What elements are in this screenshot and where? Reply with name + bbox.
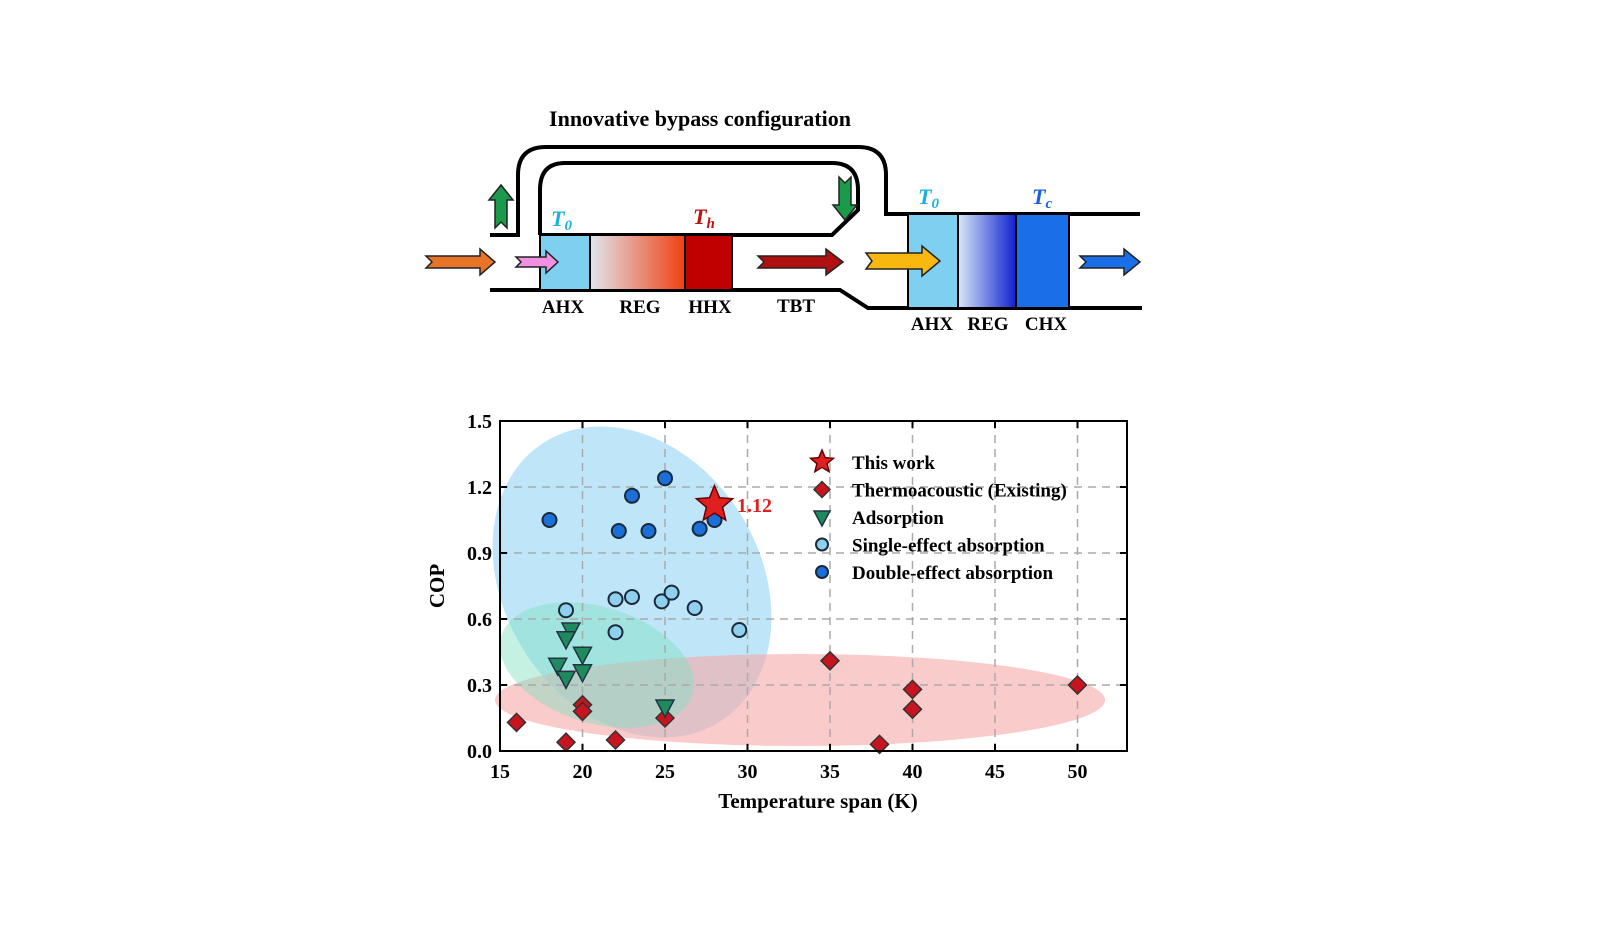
y-axis-label: COP: [425, 564, 449, 609]
data-point-circle: [624, 487, 640, 504]
thermoacoustic-region: [495, 654, 1105, 746]
data-point-circle: [653, 593, 670, 610]
tc-label: Tc: [1032, 184, 1052, 212]
data-point-circle: [663, 584, 680, 601]
data-point-diamond: [902, 699, 923, 720]
data-point-triangle-down: [654, 699, 676, 719]
legend-marker-star: [808, 448, 836, 474]
x-tick-label: 35: [820, 761, 840, 783]
bypass-up-arrow-icon: [487, 183, 515, 230]
data-point-circle: [691, 520, 708, 537]
data-point-circle: [657, 470, 673, 487]
x-axis-label: Temperature span (K): [718, 789, 918, 813]
adsorption-region: [499, 602, 695, 728]
x-tick-label: 50: [1068, 761, 1088, 783]
data-point-circle: [731, 622, 748, 638]
pink-flow-arrow-icon: [514, 249, 560, 275]
data-point-circle: [541, 512, 558, 528]
data-point-circle: [610, 523, 627, 539]
label-hhx: HHX: [688, 297, 732, 318]
data-point-triangle-down: [572, 664, 593, 684]
label-reg: REG: [619, 297, 660, 318]
label-ahx-cold: AHX: [911, 314, 954, 335]
x-tick-label: 25: [655, 761, 675, 783]
inlet-arrow-icon: [424, 247, 497, 277]
data-point-triangle-down: [555, 631, 577, 651]
label-tbt: TBT: [777, 296, 815, 317]
data-point-diamond: [819, 650, 841, 671]
y-tick-label: 0.6: [467, 609, 492, 631]
diagram-title: Innovative bypass configuration: [549, 106, 851, 131]
bypass-diagram: Innovative bypass configuration T0 Th T0: [424, 106, 1142, 335]
data-point-circle: [640, 523, 657, 539]
th-label: Th: [693, 204, 715, 232]
bypass-down-arrow-icon: [831, 175, 859, 222]
data-point-diamond: [869, 734, 890, 755]
data-point-diamond: [506, 712, 527, 733]
legend-marker-circle: [815, 565, 829, 579]
legend-label: Adsorption: [852, 508, 944, 529]
data-point-triangle-down: [555, 670, 577, 691]
t0-label: T0: [551, 206, 572, 234]
x-tick-label: 30: [738, 761, 758, 783]
data-point-triangle-down: [572, 646, 593, 666]
y-tick-label: 1.2: [467, 477, 492, 499]
data-point-diamond: [1067, 674, 1088, 696]
plot-frame: [499, 420, 1128, 752]
outlet-arrow-icon: [1078, 247, 1142, 277]
data-point-circle: [607, 624, 624, 641]
legend-label: Thermoacoustic (Existing): [852, 481, 1067, 502]
chx-block: [1015, 213, 1070, 309]
data-point-triangle-down: [547, 657, 568, 677]
data-point-diamond: [555, 732, 577, 753]
data-point-diamond: [605, 729, 626, 751]
legend-label: Double-effect absorption: [852, 563, 1053, 584]
legend-marker-triangle-down: [812, 510, 832, 528]
t0-cold-label: T0: [918, 184, 939, 212]
data-point-star: [694, 483, 735, 522]
legend-label: Single-effect absorption: [852, 536, 1045, 557]
data-point-diamond: [902, 679, 923, 700]
legend-marker-circle: [815, 537, 829, 552]
y-tick-label: 0.3: [467, 675, 492, 697]
regenerator-cold-block: [957, 213, 1017, 309]
label-reg-cold: REG: [967, 314, 1008, 335]
x-tick-label: 20: [573, 761, 593, 783]
legend: This work Thermoacoustic (Existing) Adsorp…: [808, 448, 1067, 584]
y-tick-label: 0.9: [467, 543, 492, 565]
cop-scatter-chart: 15 20 25 30 35 40 45 50 0.0 0.3 0.6 0.9 1.2 1.5 Tempe…: [425, 411, 1128, 813]
legend-label: This work: [852, 453, 935, 474]
y-tick-label: 1.5: [467, 411, 492, 433]
x-tick-label: 40: [903, 761, 923, 783]
data-point-circle: [607, 591, 624, 608]
x-tick-label: 15: [490, 761, 510, 783]
label-ahx: AHX: [542, 297, 585, 318]
x-tick-label: 45: [985, 761, 1005, 783]
regenerator-block: [589, 234, 686, 291]
legend-marker-diamond: [812, 480, 832, 499]
tbt-flow-arrow-icon: [756, 247, 845, 277]
star-annotation: 1.12: [737, 495, 772, 517]
data-point-circle: [686, 600, 703, 616]
y-tick-label: 0.0: [467, 741, 492, 763]
data-point-circle: [624, 589, 640, 605]
yellow-flow-arrow-icon: [864, 244, 942, 278]
data-point-diamond: [572, 701, 593, 722]
hhx-block: [684, 234, 733, 291]
data-point-circle: [558, 602, 574, 619]
label-chx: CHX: [1025, 314, 1068, 335]
